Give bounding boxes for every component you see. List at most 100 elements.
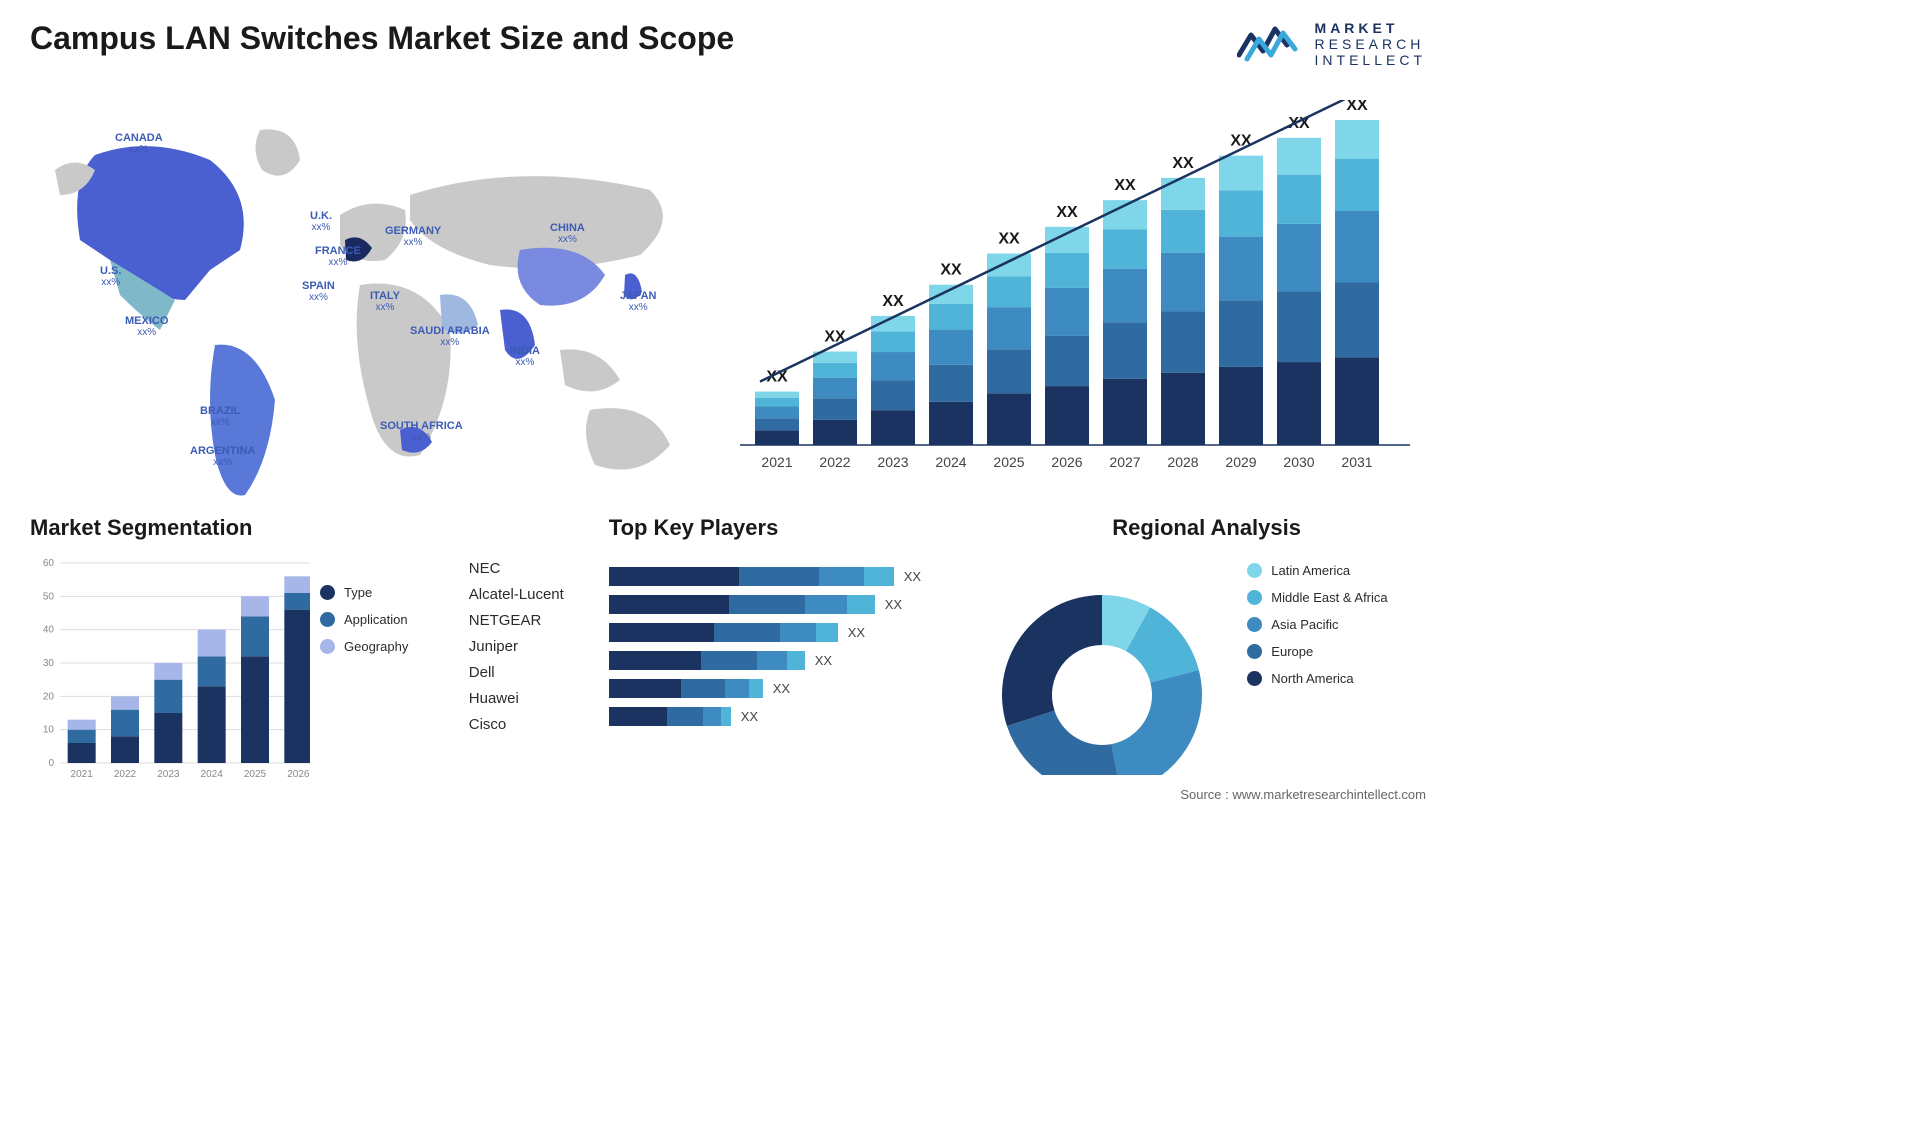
svg-text:2022: 2022	[114, 769, 137, 780]
player-bar-segment	[681, 679, 725, 698]
player-bar-segment	[819, 567, 864, 586]
map-label-mexico: MEXICOxx%	[125, 315, 168, 338]
player-bar-segment	[609, 679, 681, 698]
map-label-spain: SPAINxx%	[302, 280, 335, 303]
logo-mark-icon	[1237, 23, 1307, 65]
legend-swatch-icon	[320, 639, 335, 654]
player-bar-label: XX	[885, 597, 902, 612]
player-bar-row: XX	[609, 651, 949, 670]
player-bar-segment	[780, 623, 816, 642]
svg-text:2030: 2030	[1283, 454, 1314, 470]
legend-label: Application	[344, 612, 408, 627]
map-label-u-k-: U.K.xx%	[310, 210, 332, 233]
regional-legend-item: Asia Pacific	[1247, 617, 1387, 632]
player-bar-label: XX	[815, 653, 832, 668]
regional-legend-item: Latin America	[1247, 563, 1387, 578]
svg-text:XX: XX	[882, 293, 904, 310]
svg-text:2027: 2027	[1109, 454, 1140, 470]
legend-label: North America	[1271, 671, 1353, 686]
player-bar-row: XX	[609, 707, 949, 726]
svg-text:XX: XX	[940, 262, 962, 279]
svg-text:20: 20	[43, 691, 55, 702]
player-name: Huawei	[469, 690, 599, 707]
segmentation-chart: 0102030405060202120222023202420252026	[30, 555, 310, 780]
svg-text:XX: XX	[1346, 100, 1368, 114]
svg-text:XX: XX	[1114, 177, 1136, 194]
legend-swatch-icon	[1247, 617, 1262, 632]
legend-label: Middle East & Africa	[1271, 590, 1387, 605]
legend-label: Geography	[344, 639, 408, 654]
player-bar-segment	[739, 567, 819, 586]
map-label-south-africa: SOUTH AFRICAxx%	[380, 420, 463, 443]
player-name: NETGEAR	[469, 612, 599, 629]
player-bar-segment	[701, 651, 757, 670]
legend-label: Type	[344, 585, 372, 600]
svg-text:XX: XX	[1230, 133, 1252, 150]
svg-text:2026: 2026	[1051, 454, 1082, 470]
regional-legend: Latin America Middle East & Africa Asia Pa…	[1247, 563, 1387, 686]
svg-text:2024: 2024	[201, 769, 224, 780]
player-bar-segment	[725, 679, 749, 698]
player-bar-label: XX	[741, 709, 758, 724]
map-label-germany: GERMANYxx%	[385, 225, 441, 248]
svg-text:50: 50	[43, 591, 55, 602]
player-bar-segment	[749, 679, 763, 698]
player-bar-segment	[703, 707, 721, 726]
legend-swatch-icon	[320, 612, 335, 627]
player-bar-segment	[816, 623, 838, 642]
regional-donut-chart	[987, 555, 1217, 775]
map-label-italy: ITALYxx%	[370, 290, 400, 313]
player-bar-segment	[729, 595, 805, 614]
source-attribution: Source : www.marketresearchintellect.com	[1180, 787, 1426, 802]
svg-text:40: 40	[43, 625, 55, 636]
legend-swatch-icon	[1247, 671, 1262, 686]
player-bar-label: XX	[848, 625, 865, 640]
svg-text:2028: 2028	[1167, 454, 1198, 470]
svg-text:2029: 2029	[1225, 454, 1256, 470]
svg-text:60: 60	[43, 558, 55, 569]
player-bar-row: XX	[609, 595, 949, 614]
svg-text:30: 30	[43, 658, 55, 669]
player-bar-segment	[721, 707, 731, 726]
seg-legend-application: Application	[320, 612, 408, 627]
legend-label: Asia Pacific	[1271, 617, 1338, 632]
map-label-saudi-arabia: SAUDI ARABIAxx%	[410, 325, 490, 348]
legend-swatch-icon	[1247, 563, 1262, 578]
svg-text:2023: 2023	[877, 454, 908, 470]
svg-text:XX: XX	[998, 231, 1020, 248]
svg-text:XX: XX	[1172, 155, 1194, 172]
page-title: Campus LAN Switches Market Size and Scop…	[30, 20, 734, 57]
player-bar-segment	[609, 567, 739, 586]
player-name: Alcatel-Lucent	[469, 586, 599, 603]
player-bar-segment	[787, 651, 805, 670]
svg-text:2021: 2021	[71, 769, 94, 780]
segmentation-title: Market Segmentation	[30, 515, 449, 541]
svg-text:2026: 2026	[287, 769, 310, 780]
svg-text:2024: 2024	[935, 454, 966, 470]
player-bar-segment	[757, 651, 787, 670]
legend-label: Europe	[1271, 644, 1313, 659]
svg-text:2031: 2031	[1341, 454, 1372, 470]
regional-legend-item: North America	[1247, 671, 1387, 686]
brand-logo: MARKET RESEARCH INTELLECT	[1237, 20, 1426, 68]
legend-swatch-icon	[1247, 644, 1262, 659]
players-title: Top Key Players	[609, 515, 968, 541]
players-panel: Top Key Players NECAlcatel-LucentNETGEAR…	[469, 515, 968, 775]
svg-text:2025: 2025	[993, 454, 1024, 470]
logo-text-2: RESEARCH	[1315, 36, 1426, 52]
player-bar-segment	[805, 595, 847, 614]
player-name: Juniper	[469, 638, 599, 655]
players-name-list: NECAlcatel-LucentNETGEARJuniperDellHuawe…	[469, 560, 599, 742]
player-bar-label: XX	[904, 569, 921, 584]
svg-text:2025: 2025	[244, 769, 267, 780]
svg-text:0: 0	[48, 758, 54, 769]
regional-legend-item: Europe	[1247, 644, 1387, 659]
player-bar-label: XX	[773, 681, 790, 696]
map-label-canada: CANADAxx%	[115, 132, 163, 155]
player-bar-row: XX	[609, 623, 949, 642]
legend-swatch-icon	[1247, 590, 1262, 605]
map-label-u-s-: U.S.xx%	[100, 265, 121, 288]
regional-title: Regional Analysis	[987, 515, 1426, 541]
map-label-brazil: BRAZILxx%	[200, 405, 240, 428]
player-bar-segment	[609, 651, 701, 670]
